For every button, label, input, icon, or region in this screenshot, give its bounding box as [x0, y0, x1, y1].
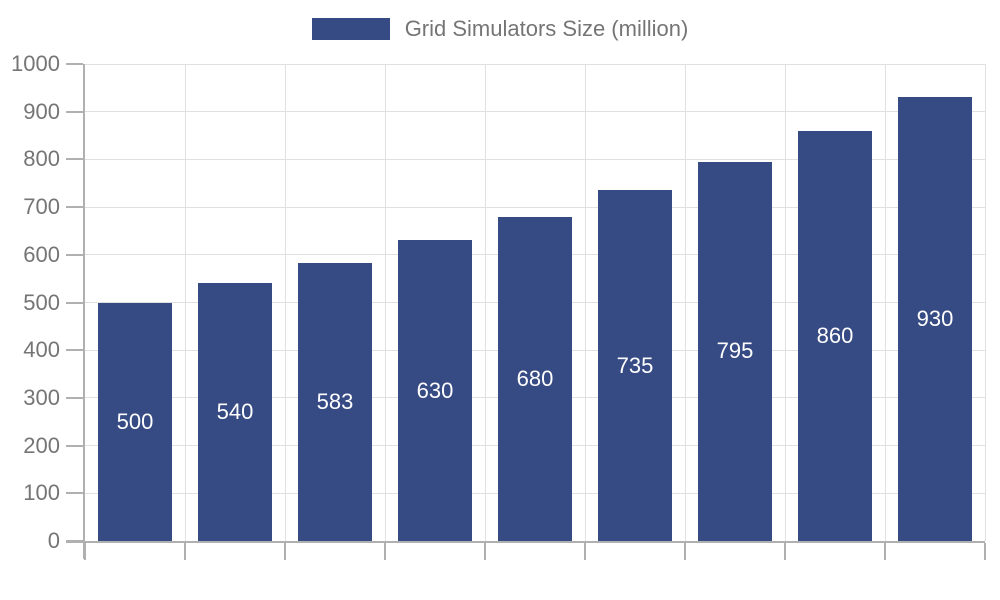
y-axis-tick [66, 158, 83, 161]
bar-2025[interactable]: 500 [98, 302, 172, 541]
gridline-horizontal [85, 111, 985, 113]
y-axis-tick [66, 63, 83, 65]
legend-label: Grid Simulators Size (million) [404, 16, 689, 41]
y-axis-tick-label: 800 [23, 146, 60, 172]
gridline-horizontal [85, 158, 985, 160]
bar-value-label: 735 [616, 352, 654, 378]
gridline-vertical [584, 64, 586, 541]
y-axis-line [83, 64, 85, 559]
y-axis-tick [66, 253, 83, 256]
gridline-vertical [284, 64, 286, 541]
x-axis-tick [384, 543, 386, 560]
bar-2028[interactable]: 630 [398, 240, 472, 541]
gridline-vertical [384, 64, 386, 541]
gridline-horizontal [85, 206, 985, 208]
y-axis-tick-label: 600 [23, 241, 60, 267]
x-axis-tick [184, 543, 186, 560]
y-axis-tick [66, 540, 83, 542]
y-axis-tick-label: 200 [23, 432, 60, 458]
gridline-horizontal [85, 63, 985, 65]
x-axis-tick [84, 543, 86, 560]
legend-item[interactable]: Grid Simulators Size (million) [0, 16, 1000, 42]
x-axis-tick [484, 543, 486, 560]
y-axis-tick-label: 500 [23, 289, 60, 315]
x-axis-tick [884, 543, 886, 560]
bar-2030[interactable]: 735 [598, 190, 672, 541]
y-axis-tick [66, 349, 83, 352]
gridline-vertical [684, 64, 686, 541]
bar-value-label: 540 [216, 399, 254, 425]
bar-2027[interactable]: 583 [298, 262, 372, 541]
plot-area: 0100200300400500600700800900100050020255… [11, 51, 986, 560]
x-axis-tick [784, 543, 786, 560]
x-axis-line [66, 541, 985, 543]
y-axis-tick [66, 110, 83, 113]
x-axis-tick [284, 543, 286, 560]
y-axis-tick-label: 1000 [11, 51, 60, 76]
y-axis-tick [66, 396, 83, 399]
legend-swatch [311, 18, 390, 40]
y-axis-tick-label: 100 [23, 480, 60, 506]
x-axis-tick [584, 543, 586, 560]
y-axis-tick [66, 206, 83, 209]
y-axis-tick-label: 900 [23, 98, 60, 124]
bar-2031[interactable]: 795 [698, 161, 772, 541]
bar-value-label: 630 [416, 377, 454, 403]
y-axis-tick-label: 300 [23, 384, 60, 410]
x-axis-tick [684, 543, 686, 560]
y-axis-tick-label: 400 [23, 337, 60, 363]
y-axis-tick [66, 444, 83, 447]
gridline-vertical [484, 64, 486, 541]
gridline-vertical [784, 64, 786, 541]
bar-value-label: 795 [716, 338, 754, 364]
bar-value-label: 860 [816, 322, 854, 348]
bar-2029[interactable]: 680 [498, 216, 572, 541]
bar-value-label: 500 [116, 408, 154, 434]
y-axis-tick-label: 0 [47, 528, 60, 553]
bar-2026[interactable]: 540 [198, 283, 272, 541]
bar-2033[interactable]: 930 [898, 97, 972, 541]
gridline-vertical [184, 64, 186, 541]
bar-value-label: 583 [316, 388, 354, 414]
bar-2032[interactable]: 860 [798, 130, 872, 541]
x-axis-tick [984, 543, 986, 560]
bar-value-label: 930 [916, 306, 954, 332]
bar-value-label: 680 [516, 365, 554, 391]
gridline-vertical [884, 64, 886, 541]
gridline-vertical [984, 64, 986, 541]
y-axis-tick [66, 492, 83, 495]
y-axis-tick [66, 301, 83, 304]
y-axis-tick-label: 700 [23, 194, 60, 220]
